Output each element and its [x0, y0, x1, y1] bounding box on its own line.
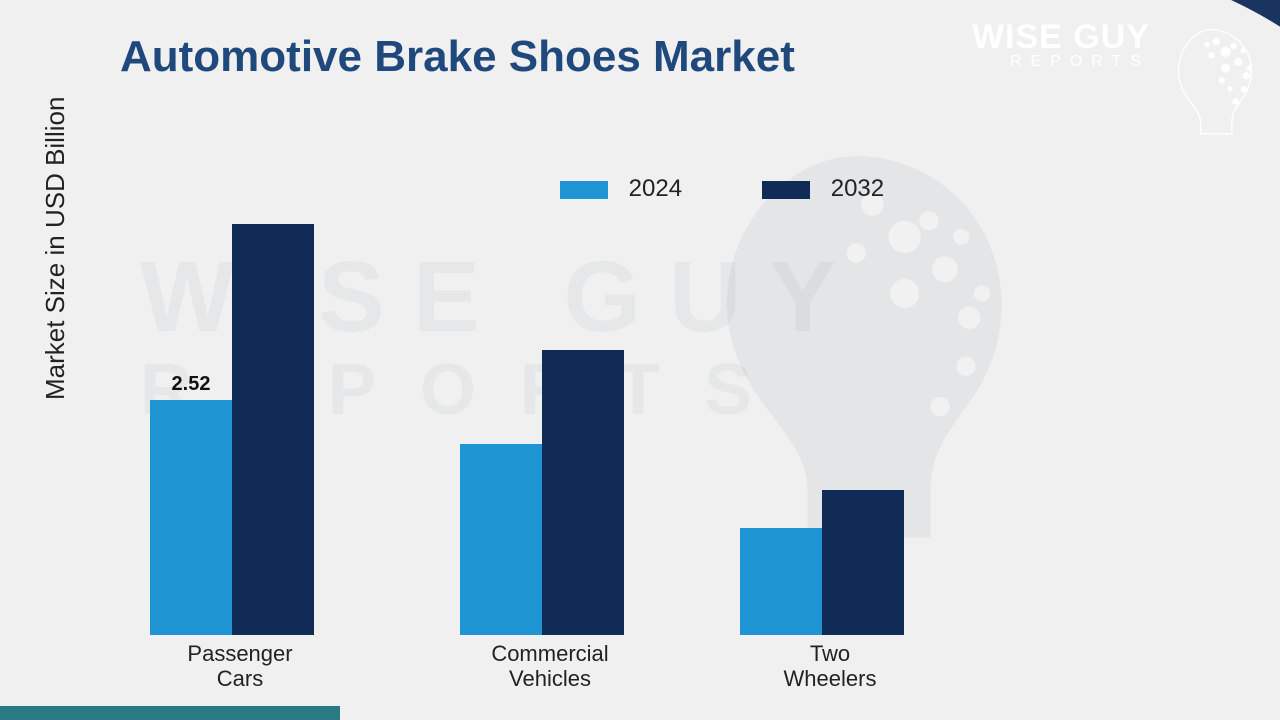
legend-item-2032: 2032 — [762, 175, 884, 203]
bar-chart: 2.52PassengerCarsCommercialVehiclesTwoWh… — [120, 215, 910, 635]
bar-2032 — [542, 350, 624, 635]
legend-item-2024: 2024 — [560, 175, 682, 203]
legend-swatch-a — [560, 181, 608, 199]
legend-label-a: 2024 — [629, 175, 682, 202]
bar-2032 — [232, 224, 314, 635]
x-axis-label: PassengerCars — [140, 635, 340, 692]
bar-2024 — [150, 400, 232, 635]
x-axis-label: TwoWheelers — [730, 635, 930, 692]
logo-head-icon — [1152, 24, 1262, 144]
bar-2032 — [822, 490, 904, 635]
chart-title: Automotive Brake Shoes Market — [120, 32, 795, 82]
brand-line1: WISE GUY — [972, 22, 1150, 53]
y-axis-label: Market Size in USD Billion — [40, 97, 71, 400]
legend: 2024 2032 — [560, 175, 884, 203]
brand-line2: REPORTS — [972, 55, 1150, 69]
bar-2024 — [460, 444, 542, 635]
legend-label-b: 2032 — [831, 175, 884, 202]
bar-2024 — [740, 528, 822, 635]
x-axis-label: CommercialVehicles — [450, 635, 650, 692]
brand-logo: WISE GUY REPORTS — [972, 22, 1150, 69]
bottom-accent-strip — [0, 706, 340, 720]
legend-swatch-b — [762, 181, 810, 199]
bar-value-label: 2.52 — [150, 373, 232, 396]
